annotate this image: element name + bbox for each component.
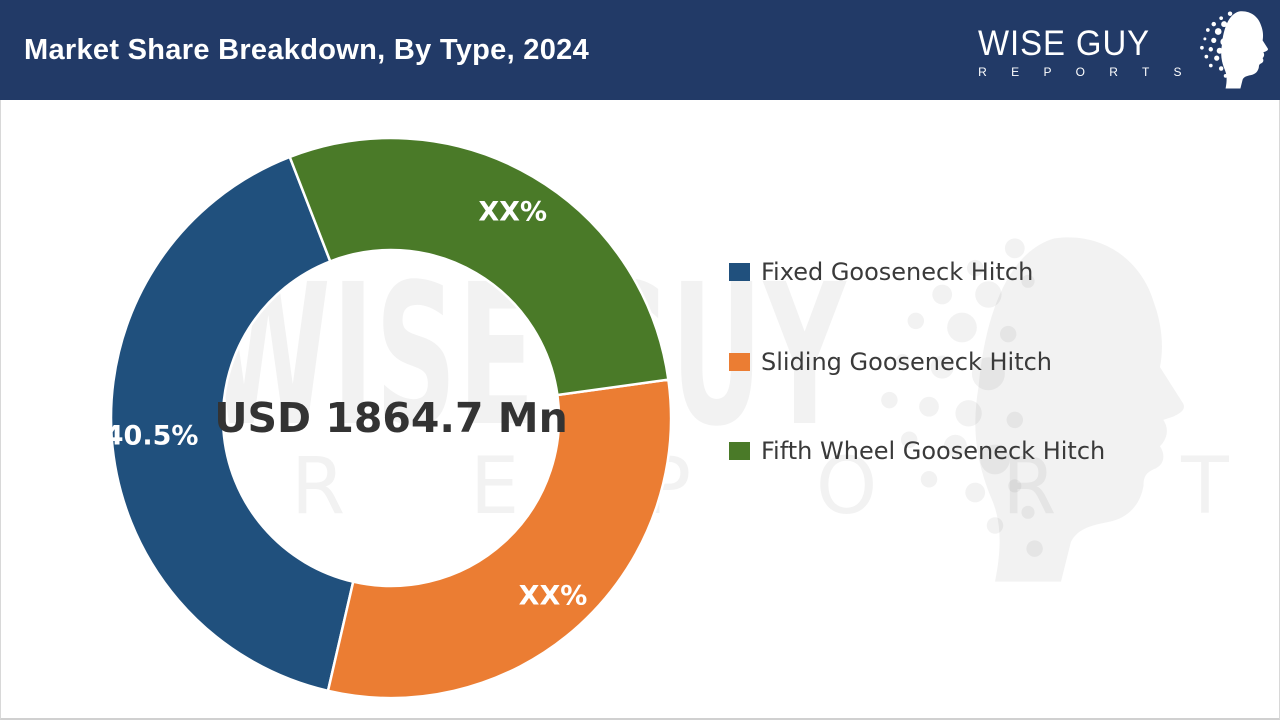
slice-percentage-label: 40.5% <box>105 421 198 452</box>
logo-wordmark: WISE GUY <box>978 23 1151 63</box>
header: Market Share Breakdown, By Type, 2024 WI… <box>0 0 1280 100</box>
legend-item-fixed-gooseneck-hitch: Fixed Gooseneck Hitch <box>729 258 1034 286</box>
donut-slice <box>288 136 670 397</box>
legend-item-fifth-wheel-gooseneck-hitch: Fifth Wheel Gooseneck Hitch <box>729 437 1106 465</box>
legend-label: Sliding Gooseneck Hitch <box>761 348 1053 376</box>
legend-swatch-orange <box>729 353 750 371</box>
legend-label: Fifth Wheel Gooseneck Hitch <box>761 437 1106 465</box>
legend-item-sliding-gooseneck-hitch: Sliding Gooseneck Hitch <box>729 348 1053 376</box>
donut-slice <box>109 155 355 693</box>
legend-swatch-blue <box>729 263 750 281</box>
donut-slice <box>326 378 673 700</box>
slice-percentage-label: XX% <box>478 197 547 228</box>
donut-center-value: USD 1864.7 Mn <box>214 394 568 442</box>
page-title: Market Share Breakdown, By Type, 2024 <box>24 33 590 66</box>
logo-subtitle: R E P O R T S <box>978 64 1192 79</box>
donut-chart: 40.5% XX% XX% <box>105 136 673 700</box>
slice-percentage-label: XX% <box>519 581 588 612</box>
chart-area: WISE GUY R E P O R T S 40.5%XX%XX% USD 1… <box>0 100 1280 720</box>
legend-label: Fixed Gooseneck Hitch <box>761 258 1034 286</box>
legend-swatch-green <box>729 442 750 460</box>
wiseguy-logo: WISE GUY R E P O R T S <box>978 9 1270 91</box>
logo-face-icon <box>1200 11 1268 89</box>
